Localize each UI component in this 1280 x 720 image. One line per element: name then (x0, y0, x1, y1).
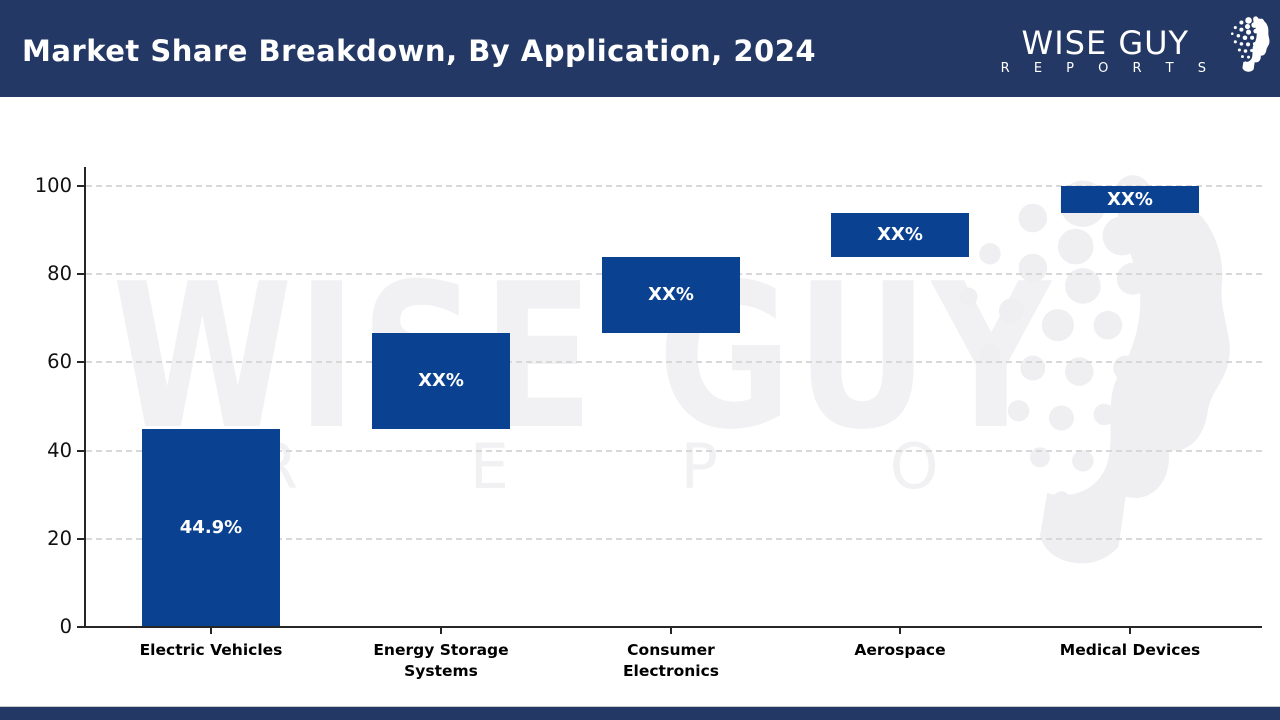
x-axis-spine (84, 626, 1262, 628)
x-axis-tick (1129, 627, 1131, 634)
y-axis-tick-label: 100 (34, 174, 72, 197)
bar: XX% (602, 257, 740, 333)
x-axis-category-label-line: Medical Devices (1059, 641, 1201, 659)
y-axis-spine (84, 167, 86, 628)
bar: XX% (372, 332, 510, 429)
x-axis-category-label-line: Energy Storage (373, 641, 509, 659)
y-axis-tick (77, 449, 84, 452)
bar-value-label: XX% (1107, 188, 1153, 210)
footer-bar (0, 706, 1280, 720)
y-axis-tick (77, 361, 84, 364)
bar-value-label: XX% (418, 370, 464, 392)
y-axis-tick (77, 626, 84, 628)
bar: XX% (831, 212, 969, 257)
y-axis-tick-label: 40 (47, 438, 72, 462)
bar-value-label: 44.9% (179, 517, 243, 539)
x-axis-tick (899, 627, 901, 634)
page-title: Market Share Breakdown, By Application, … (22, 34, 817, 68)
logo-head-icon (1230, 16, 1270, 72)
x-axis-category-label-line: Electric Vehicles (139, 641, 283, 659)
bar-value-label: XX% (877, 224, 923, 246)
x-axis-category-label: Aerospace (790, 640, 1010, 661)
x-axis-tick (210, 627, 212, 634)
logo-wise-guy-text: WISE GUY (1021, 24, 1190, 62)
x-axis-category-label: Energy Storage Systems (331, 640, 551, 682)
y-axis-tick-label: 60 (47, 350, 72, 374)
logo-text: WISE GUY R E P O R T S (995, 26, 1216, 76)
x-axis-category-label-line: Electronics (622, 662, 720, 680)
x-axis-tick (670, 627, 672, 634)
y-axis-tick (77, 537, 84, 540)
bar: 44.9% (142, 428, 280, 627)
y-axis-tick (77, 185, 84, 187)
logo-reports-text: R E P O R T S (1000, 61, 1216, 76)
x-axis-category-label: Medical Devices (1020, 640, 1240, 661)
y-axis-tick-label: 80 (47, 262, 72, 286)
y-axis-tick-label: 20 (47, 526, 72, 550)
bar: XX% (1061, 186, 1199, 213)
gridline (86, 361, 1262, 364)
bar-value-label: XX% (648, 284, 694, 306)
x-axis-tick (440, 627, 442, 634)
x-axis-category-label: Electric Vehicles (101, 640, 321, 661)
gridline (86, 185, 1262, 187)
x-axis-category-label-line: Systems (404, 662, 478, 680)
y-axis-tick-label: 0 (59, 615, 72, 638)
x-axis-category-label-line: Consumer (627, 641, 715, 659)
gridline (86, 537, 1262, 540)
x-axis-category-label-line: Aerospace (854, 641, 946, 659)
y-axis-tick (77, 273, 84, 276)
header-bar: Market Share Breakdown, By Application, … (0, 0, 1280, 97)
gridline (86, 449, 1262, 452)
wise-guy-reports-logo: WISE GUY R E P O R T S (995, 12, 1274, 90)
x-axis-category-label: Consumer Electronics (561, 640, 781, 682)
